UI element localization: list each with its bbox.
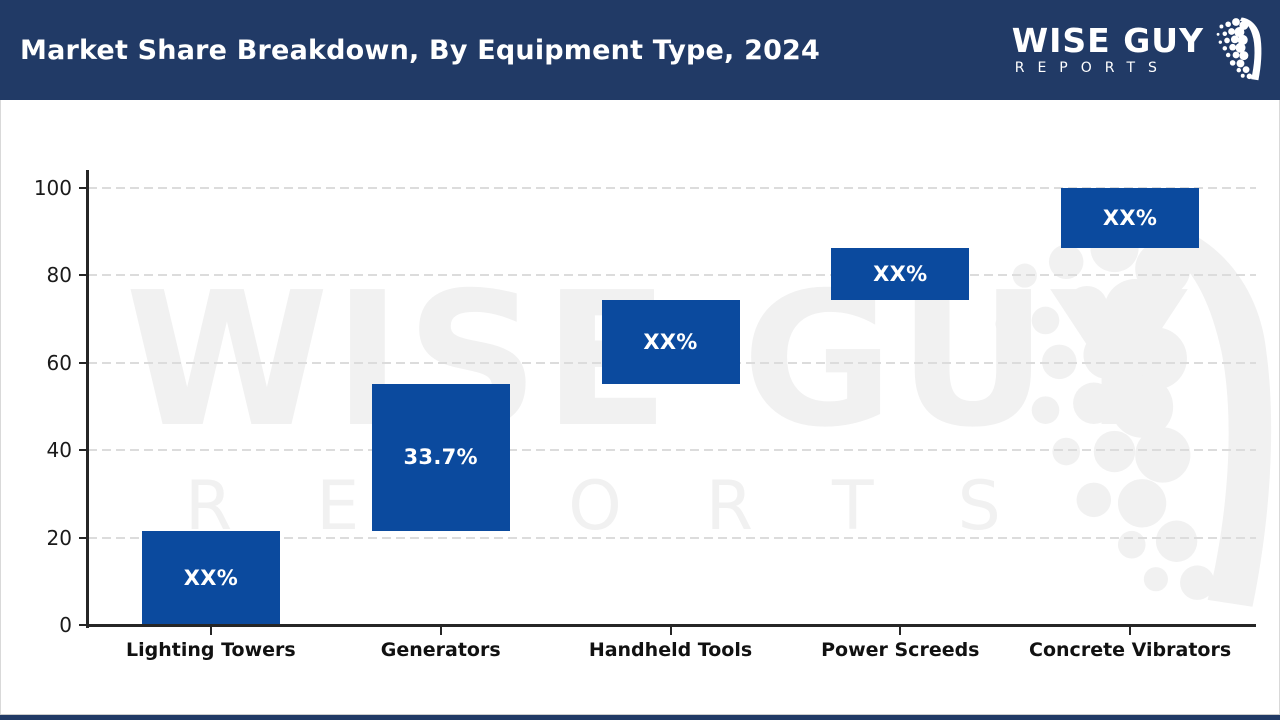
x-axis-label: Handheld Tools bbox=[588, 639, 753, 661]
y-tick-mark bbox=[79, 536, 87, 539]
x-axis-label: Lighting Towers bbox=[126, 639, 296, 661]
logo-reports: REPORTS bbox=[1014, 59, 1170, 76]
y-tick-label: 60 bbox=[46, 350, 72, 375]
page-title: Market Share Breakdown, By Equipment Typ… bbox=[20, 34, 821, 66]
x-tick-mark bbox=[899, 627, 902, 635]
footer-bar bbox=[0, 715, 1280, 720]
gridline bbox=[88, 274, 1256, 276]
x-axis-label: Power Screeds bbox=[821, 639, 980, 661]
header-bar: Market Share Breakdown, By Equipment Typ… bbox=[0, 0, 1280, 100]
bar: XX% bbox=[831, 247, 970, 300]
gridline bbox=[88, 186, 1256, 189]
x-tick-mark bbox=[209, 627, 212, 635]
y-tick-mark bbox=[79, 449, 87, 451]
gridline bbox=[88, 449, 1256, 451]
x-axis-line bbox=[86, 624, 1256, 627]
bar-value-label: 33.7% bbox=[403, 445, 478, 470]
y-axis-line bbox=[86, 170, 89, 628]
logo-face-icon bbox=[1208, 9, 1264, 91]
logo-wordmark: WISE GUY bbox=[1011, 21, 1204, 61]
bar-value-label: XX% bbox=[183, 565, 239, 590]
gridline bbox=[88, 536, 1256, 539]
y-tick-label: 20 bbox=[46, 525, 72, 550]
y-tick-mark bbox=[79, 274, 87, 276]
bar: 33.7% bbox=[371, 383, 510, 531]
bar: XX% bbox=[1061, 187, 1200, 248]
bar-value-label: XX% bbox=[1102, 205, 1158, 230]
bar: XX% bbox=[601, 299, 740, 384]
watermark: WISE GUY REPORTS bbox=[125, 268, 1190, 547]
y-tick-mark bbox=[79, 361, 87, 364]
logo-text: WISE GUY REPORTS bbox=[1012, 24, 1204, 76]
x-axis-label: Generators bbox=[380, 639, 501, 661]
x-axis-label: Concrete Vibrators bbox=[1029, 639, 1232, 661]
x-tick-mark bbox=[669, 627, 672, 635]
y-tick-mark bbox=[79, 186, 87, 189]
watermark-reports: REPORTS bbox=[185, 467, 1085, 546]
bottom-hairline bbox=[0, 714, 1280, 715]
y-tick-label: 100 bbox=[33, 175, 72, 200]
x-tick-mark bbox=[1129, 627, 1132, 635]
y-tick-label: 0 bbox=[59, 613, 72, 637]
x-tick-mark bbox=[439, 627, 442, 635]
bar: XX% bbox=[141, 530, 280, 625]
y-tick-label: 40 bbox=[46, 438, 72, 462]
y-tick-mark bbox=[79, 624, 87, 626]
plot-area: 0 20 40 60 80 100 XX% Lighting Towers 33.7% Gener… bbox=[0, 100, 1280, 716]
bar-value-label: XX% bbox=[643, 329, 698, 354]
logo: WISE GUY REPORTS bbox=[1012, 6, 1264, 94]
y-tick-label: 80 bbox=[46, 263, 72, 287]
left-edge-border bbox=[0, 100, 1, 715]
bar-value-label: XX% bbox=[873, 261, 928, 286]
